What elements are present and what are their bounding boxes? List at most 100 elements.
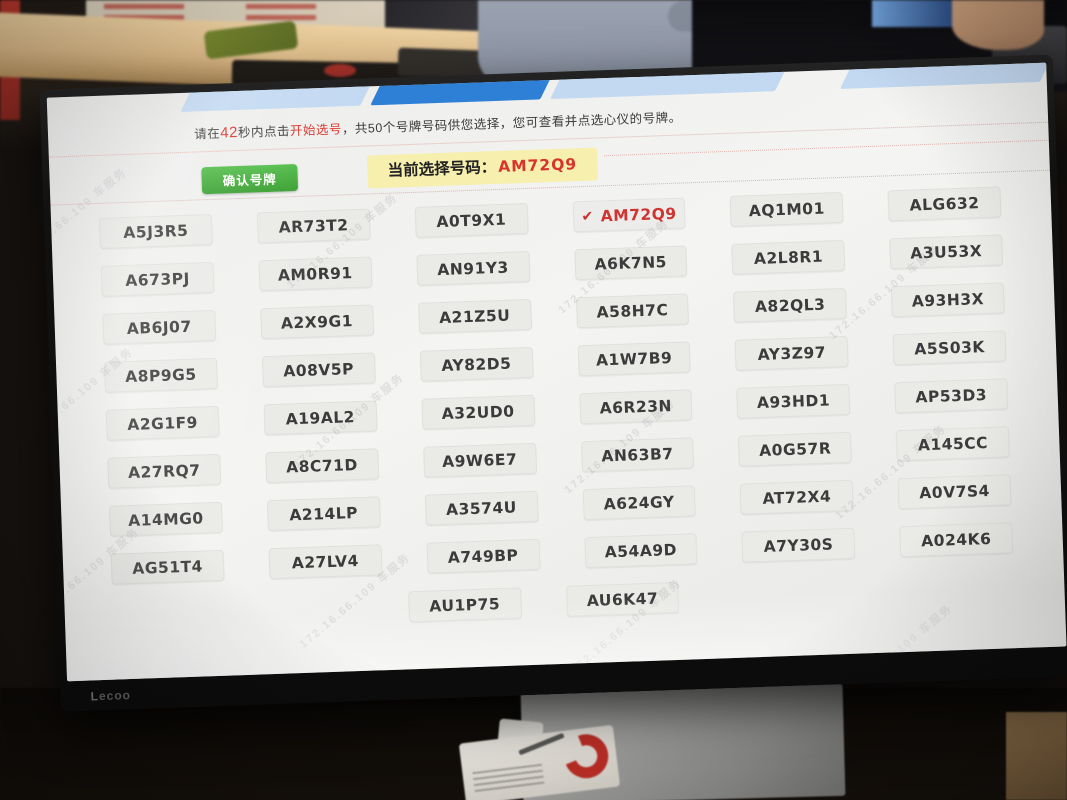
plate-option[interactable]: A0V7S4	[897, 474, 1012, 510]
plate-option[interactable]: AN63B7	[580, 437, 695, 473]
plate-option[interactable]: A3U53X	[889, 234, 1004, 270]
plate-label: A6K7N5	[594, 252, 668, 274]
plate-option[interactable]: AT72X4	[739, 479, 854, 515]
plate-label: A6R23N	[599, 396, 673, 418]
plate-option[interactable]: A8C71D	[265, 448, 379, 484]
plate-label: A749BP	[447, 545, 519, 567]
plate-label: A0T9X1	[436, 210, 507, 231]
stepper-segment	[839, 62, 1053, 89]
plate-selection-page: 请在42秒内点击开始选号，共50个号牌号码供您选择，您可查看并点选心仪的号牌。 …	[46, 62, 1067, 682]
notice-text: 秒内点击	[237, 124, 291, 140]
plate-label: AP53D3	[915, 385, 988, 406]
plate-label: AU6K47	[586, 589, 659, 610]
plate-label: AU1P75	[429, 594, 501, 616]
red-cup	[324, 64, 356, 77]
plate-option[interactable]: A7Y30S	[741, 527, 856, 563]
plate-option[interactable]: A82QL3	[733, 287, 848, 323]
plate-option[interactable]: A0T9X1	[414, 202, 529, 238]
person-hand	[952, 0, 1044, 50]
check-icon: ✔	[581, 208, 595, 225]
plate-label: A024K6	[920, 529, 992, 550]
plate-option[interactable]: AU6K47	[565, 581, 680, 617]
plate-option[interactable]: A19AL2	[263, 400, 378, 436]
plate-label: A214LP	[289, 503, 359, 524]
notice-text: ，共50个号牌号码供您选择，您可查看并点选心仪的号牌。	[341, 110, 682, 137]
plate-option[interactable]: A3574U	[424, 490, 539, 526]
plate-label: A8P9G5	[124, 365, 197, 386]
plate-option[interactable]: AM0R91	[258, 256, 373, 292]
plate-option[interactable]: A9W6E7	[422, 442, 537, 478]
plate-option[interactable]: A6R23N	[578, 389, 693, 425]
plate-option[interactable]: A214LP	[266, 496, 381, 532]
plate-option[interactable]: AY82D5	[419, 346, 534, 382]
plate-label: A145CC	[917, 433, 989, 454]
plate-option[interactable]: ALG632	[887, 186, 1002, 222]
plate-option[interactable]: A14MG0	[109, 501, 223, 537]
small-monitor-glow	[872, 0, 958, 27]
plate-option[interactable]: A749BP	[426, 538, 541, 574]
plate-option[interactable]: A21Z5U	[417, 298, 532, 334]
plate-option[interactable]: A2G1F9	[105, 405, 220, 441]
plate-label: A21Z5U	[438, 306, 511, 327]
plate-label: AM0R91	[277, 263, 353, 285]
plate-label: ALG632	[909, 193, 980, 215]
plate-label: A93H3X	[911, 289, 985, 311]
plate-option[interactable]: A27LV4	[268, 544, 383, 580]
plate-label: A9W6E7	[441, 449, 518, 471]
plate-option[interactable]: A2X9G1	[260, 304, 374, 340]
plate-label: A8C71D	[285, 455, 359, 476]
plate-label: A32UD0	[441, 402, 515, 423]
plate-label: A7Y30S	[763, 534, 834, 556]
plate-option[interactable]: A5S03K	[892, 330, 1007, 366]
plate-option[interactable]: A32UD0	[421, 394, 535, 430]
plate-option[interactable]: A024K6	[899, 522, 1014, 558]
countdown-notice: 请在42秒内点击开始选号，共50个号牌号码供您选择，您可查看并点选心仪的号牌。	[48, 101, 828, 147]
plate-grid: A5J3R5 AR73T2 A0T9X1 ✔ AM72Q9 AQ1M01 ALG632 A67…	[98, 186, 1015, 632]
plate-option[interactable]: A93H3X	[890, 282, 1005, 318]
plate-option[interactable]: A2L8R1	[731, 239, 846, 275]
plate-label: AY82D5	[441, 354, 512, 375]
plate-option[interactable]: A93HD1	[736, 383, 851, 419]
notice-text: 请在	[194, 126, 221, 142]
plate-option[interactable]: A673PJ	[100, 261, 215, 297]
plate-option[interactable]: A5J3R5	[98, 213, 213, 249]
confirm-plate-button[interactable]: 确认号牌	[201, 163, 299, 195]
plate-option[interactable]: A08V5P	[261, 352, 376, 388]
plate-option[interactable]: A54A9D	[583, 533, 698, 569]
plate-label: A624GY	[603, 492, 675, 513]
plate-label: A3U53X	[909, 241, 983, 263]
plate-option[interactable]: A0G57R	[738, 431, 853, 467]
plate-option[interactable]: A1W7B9	[577, 341, 692, 377]
plate-option[interactable]: A58H7C	[575, 293, 690, 329]
plate-option[interactable]: A6K7N5	[573, 245, 688, 281]
plate-option[interactable]: AY3Z97	[734, 335, 849, 371]
plate-option[interactable]: AB6J07	[102, 309, 217, 345]
red-swirl-logo	[557, 727, 616, 786]
plate-label: AB6J07	[126, 317, 192, 338]
plate-option[interactable]: A145CC	[896, 426, 1010, 462]
screen: 请在42秒内点击开始选号，共50个号牌号码供您选择，您可查看并点选心仪的号牌。 …	[46, 62, 1067, 682]
start-selection-link[interactable]: 开始选号	[289, 122, 343, 139]
plate-option-selected[interactable]: ✔ AM72Q9	[572, 197, 687, 233]
plate-label: AN63B7	[601, 444, 674, 465]
plate-option[interactable]: AP53D3	[894, 378, 1009, 414]
plate-label: A14MG0	[127, 508, 204, 530]
plate-option[interactable]: AQ1M01	[729, 191, 844, 227]
plate-label: A673PJ	[125, 269, 191, 290]
pen-illustration	[518, 732, 565, 756]
countdown-seconds: 42	[219, 123, 239, 142]
stepper-segment	[550, 64, 788, 100]
plate-label: AR73T2	[278, 215, 349, 237]
plate-option[interactable]: AG51T4	[110, 549, 225, 585]
plate-label: A0G57R	[758, 438, 832, 460]
plate-option[interactable]: AU1P75	[407, 587, 522, 623]
plate-label: AQ1M01	[748, 199, 826, 220]
current-selection-banner: 当前选择号码：AM72Q9	[366, 147, 598, 189]
plate-option[interactable]: A8P9G5	[103, 357, 218, 393]
plate-option[interactable]: A27RQ7	[107, 453, 222, 489]
plate-option[interactable]: AR73T2	[256, 208, 371, 244]
plate-label: A27LV4	[291, 551, 360, 572]
plate-option[interactable]: AN91Y3	[416, 250, 530, 286]
plate-label: A2L8R1	[753, 247, 824, 268]
plate-option[interactable]: A624GY	[582, 485, 697, 521]
